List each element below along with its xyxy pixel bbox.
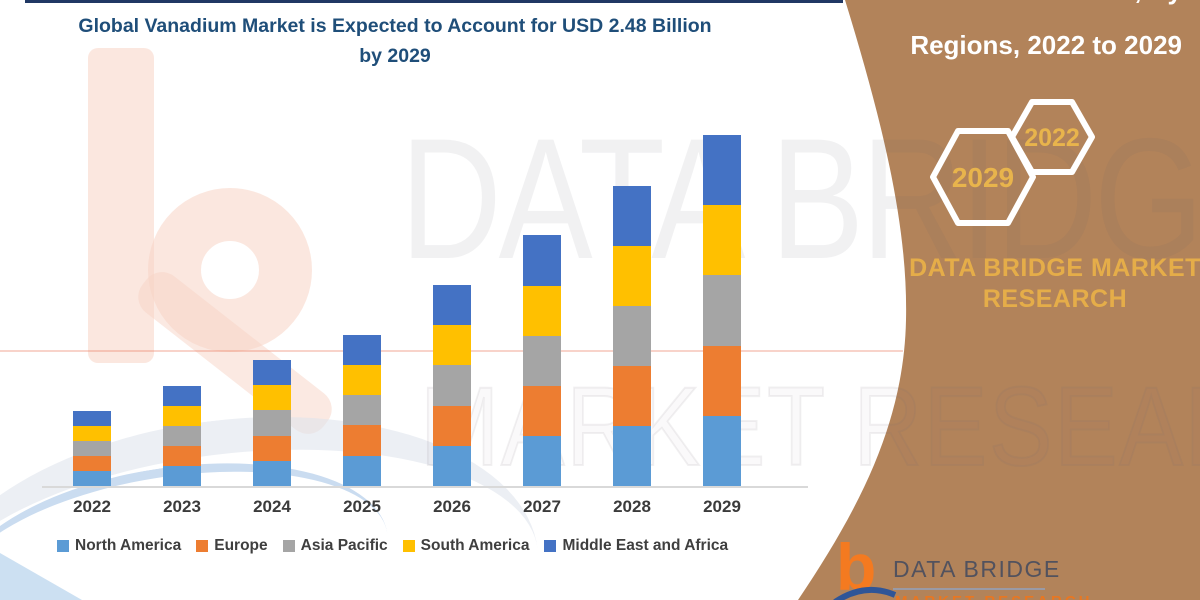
bar-segment <box>523 435 561 486</box>
bar-segment <box>703 275 741 346</box>
bar-segment <box>253 385 291 411</box>
x-axis-line <box>42 486 808 488</box>
bar-segment <box>433 405 471 446</box>
legend-item: North America <box>57 537 181 555</box>
bar-segment <box>703 345 741 416</box>
bar-segment <box>703 135 741 206</box>
x-axis-label: 2029 <box>703 497 741 516</box>
bar-segment <box>433 325 471 366</box>
bar-segment <box>703 415 741 486</box>
bar-segment <box>343 395 381 426</box>
bar-segment <box>253 460 291 486</box>
page-title: Global Vanadium Market is Expected to Ac… <box>78 15 712 67</box>
legend-item: Middle East and Africa <box>544 537 728 555</box>
bar-segment <box>523 335 561 386</box>
bar-segment <box>163 405 201 426</box>
bar-segment <box>523 235 561 286</box>
bar-segment <box>343 334 381 365</box>
bar-segment <box>163 465 201 486</box>
top-accent-line <box>25 0 843 3</box>
legend-item: Asia Pacific <box>282 537 388 555</box>
legend-label: Europe <box>214 537 268 554</box>
bar-segment <box>523 385 561 436</box>
bar-segment <box>613 365 651 426</box>
bar-segment <box>613 305 651 366</box>
bar-segment <box>523 285 561 336</box>
bar-segment <box>343 425 381 456</box>
x-axis-label: 2023 <box>163 497 201 516</box>
legend-marker <box>544 540 557 552</box>
bar-segment <box>73 425 111 441</box>
legend-marker <box>196 540 209 552</box>
bar-segment <box>163 385 201 406</box>
legend-item: Europe <box>196 537 268 555</box>
legend-label: South America <box>420 537 530 554</box>
legend-marker <box>282 540 295 552</box>
bar-segment <box>73 470 111 486</box>
x-axis-label: 2022 <box>73 497 111 516</box>
bar-segment <box>163 445 201 466</box>
bar-segment <box>433 445 471 486</box>
bar-segment <box>433 285 471 326</box>
bar-segment <box>343 455 381 486</box>
legend-label: Middle East and Africa <box>562 537 729 554</box>
bar-segment <box>433 365 471 406</box>
legend-marker <box>57 540 69 552</box>
legend-item: South America <box>402 537 530 555</box>
x-axis-label: 2024 <box>253 497 291 516</box>
bar-segment <box>253 435 291 461</box>
x-axis-label: 2026 <box>433 497 471 516</box>
x-axis-label: 2025 <box>343 497 381 516</box>
chart-legend: North America Europe Asia Pacific South Ame… <box>57 537 728 555</box>
legend-label: North America <box>75 537 182 554</box>
bar-segment <box>253 360 291 386</box>
bar-segment <box>73 410 111 426</box>
bar-segment <box>613 245 651 306</box>
bar-segment <box>73 440 111 456</box>
bar-segment <box>613 425 651 486</box>
x-axis-label: 2027 <box>523 497 561 516</box>
bar-segment <box>73 455 111 471</box>
bar-segment <box>163 425 201 446</box>
bar-segment <box>253 410 291 436</box>
x-axis-label: 2028 <box>613 497 651 516</box>
bar-segment <box>343 364 381 396</box>
legend-marker <box>402 540 415 552</box>
bar-segment <box>613 185 651 246</box>
bar-segment <box>703 205 741 276</box>
legend-label: Asia Pacific <box>300 537 388 554</box>
